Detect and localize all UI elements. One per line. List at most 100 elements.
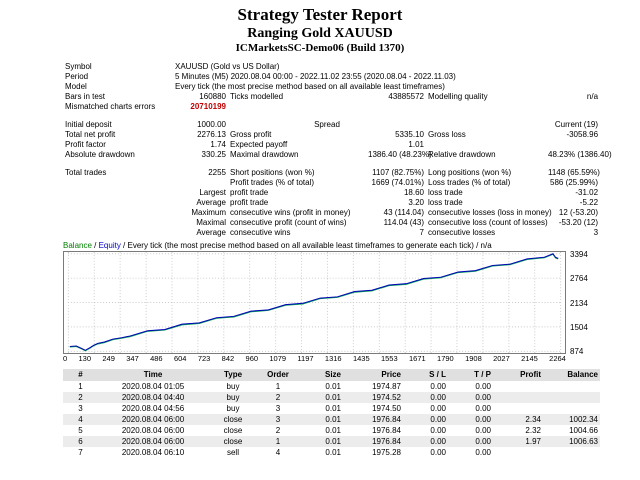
- trade-row: 3 2020.08.04 04:56 buy 3 0.01 1974.50 0.00 0.00: [63, 403, 600, 414]
- report-title: Strategy Tester Report: [237, 5, 403, 24]
- x-tick-label: 842: [221, 354, 235, 363]
- stat-cell: Every tick (the most precise method base…: [175, 82, 445, 91]
- stat-cell: 3: [593, 228, 599, 237]
- trade-cell: 0.01: [298, 436, 343, 447]
- trade-cell: 0.00: [448, 392, 493, 403]
- stat-cell: Spread: [314, 120, 340, 129]
- legend-balance-label: Balance: [63, 241, 92, 250]
- x-tick-label: 1079: [269, 354, 287, 363]
- stat-cell: 1.74: [210, 140, 226, 149]
- stat-cell: Current (19): [554, 120, 599, 129]
- trade-cell: 1975.28: [372, 448, 401, 457]
- trade-row: 1 2020.08.04 01:05 buy 1 0.01 1974.87 0.00 0.00: [63, 381, 600, 392]
- stats-row: Absolute drawdown 330.25 Maximal drawdown 1…: [63, 150, 612, 160]
- stat-cell: [228, 102, 600, 112]
- trade-row: 2 2020.08.04 04:40 buy 2 0.01 1974.52 0.00 0.00: [63, 392, 600, 403]
- stat-cell: Maximal drawdown: [230, 150, 299, 159]
- trade-cell: [543, 447, 600, 458]
- y-tick-label: 1504: [570, 322, 588, 332]
- trade-cell: 1974.87: [372, 382, 401, 391]
- stat-cell: [63, 208, 173, 218]
- y-tick-label: 2764: [570, 274, 588, 284]
- stat-cell: Profit factor: [65, 140, 106, 149]
- stat-cell: -3058.96: [566, 130, 599, 139]
- x-tick-label: 2145: [521, 354, 538, 363]
- stat-cell: 330.25: [201, 150, 226, 159]
- trade-cell: 0.01: [325, 404, 341, 413]
- stat-cell: Initial deposit: [65, 120, 112, 129]
- report-server: ICMarketsSC-Demo06 (Build 1370): [235, 42, 405, 54]
- strategy-tester-report: Strategy Tester Report Ranging Gold XAUU…: [63, 5, 612, 458]
- equity-chart: [63, 251, 566, 354]
- stat-cell: consecutive loss (count of losses): [428, 218, 548, 227]
- stat-cell: profit trade: [230, 188, 269, 197]
- trade-cell: 0.01: [325, 426, 341, 435]
- x-tick-label: 2264: [549, 354, 566, 363]
- stat-cell: Average: [196, 198, 226, 207]
- stat-cell: Total trades: [65, 168, 107, 177]
- trades-col-header: Price: [343, 369, 403, 381]
- trade-cell: 0.00: [430, 382, 446, 391]
- stat-cell: Mismatched charts errors: [65, 102, 156, 111]
- chart-legend: Balance / Equity / Every tick (the most …: [63, 240, 600, 251]
- trade-cell: 1974.50: [372, 404, 401, 413]
- stat-cell: 1386.40 (48.23%): [368, 150, 432, 159]
- trade-cell: 1: [258, 436, 298, 447]
- trade-cell: 2020.08.04 04:56: [121, 404, 185, 413]
- trade-row: 6 2020.08.04 06:00 close 1 0.01 1976.84 0.00 0.…: [63, 436, 600, 447]
- equity-chart-area: 0 130 249 347 486 604 723 842 960 1079 1197 1316 143…: [63, 251, 600, 364]
- y-tick-label: 874: [570, 347, 584, 356]
- stat-cell: 1.01: [408, 140, 424, 149]
- x-tick-label: 249: [102, 354, 115, 363]
- y-tick-label: 2134: [570, 298, 588, 308]
- x-tick-label: 1316: [324, 354, 342, 363]
- trade-cell: 7: [78, 448, 83, 457]
- stat-cell: [426, 140, 546, 150]
- trade-cell: 4: [63, 414, 98, 425]
- trade-cell: 0.01: [325, 448, 341, 457]
- trade-cell: 0.00: [475, 448, 491, 457]
- x-tick-label: 2027: [493, 354, 510, 363]
- stat-cell: [546, 140, 600, 150]
- trade-cell: 1002.34: [543, 414, 600, 425]
- stat-cell: 2255: [208, 168, 226, 177]
- trade-cell: 1: [78, 382, 83, 391]
- trade-cell: 2020.08.04 06:10: [121, 448, 185, 457]
- trades-col-header: Order: [258, 369, 298, 381]
- trade-cell: [543, 381, 600, 392]
- trade-cell: 0.00: [475, 426, 491, 435]
- trade-cell: [493, 447, 543, 458]
- trade-cell: 0.00: [403, 392, 448, 403]
- trade-cell: 2: [275, 426, 281, 435]
- trade-cell: 0.00: [448, 414, 493, 425]
- y-tick-label: 3394: [570, 250, 588, 259]
- trade-row: 5 2020.08.04 06:00 close 2 0.01 1976.84 0.00 0.…: [63, 425, 600, 436]
- trade-cell: 2: [258, 392, 298, 403]
- trade-cell: buy: [208, 392, 258, 403]
- trade-cell: 0.01: [298, 414, 343, 425]
- trade-cell: 0.00: [430, 448, 446, 457]
- stat-cell: 12 (-53.20): [558, 208, 599, 217]
- report-subtitle: Ranging Gold XAUUSD: [247, 26, 393, 41]
- trade-cell: 2: [63, 392, 98, 403]
- stat-cell: -5.22: [579, 198, 599, 207]
- trade-cell: 1976.84: [372, 426, 401, 435]
- trade-cell: 2020.08.04 04:40: [98, 392, 208, 403]
- stat-cell: 160880: [199, 92, 226, 101]
- trades-col-header: Size: [298, 369, 343, 381]
- trade-cell: 3: [78, 404, 83, 413]
- stat-cell: Average: [196, 228, 226, 237]
- trade-cell: 0.00: [403, 436, 448, 447]
- stat-cell: [63, 178, 173, 188]
- trade-cell: 2020.08.04 06:00: [121, 426, 185, 435]
- x-tick-label: 347: [126, 354, 139, 363]
- trade-row: 7 2020.08.04 06:10 sell 4 0.01 1975.28 0.00 0.0…: [63, 447, 600, 458]
- stat-cell: loss trade: [428, 188, 463, 197]
- trade-cell: close: [208, 436, 258, 447]
- stat-cell: -31.02: [575, 188, 599, 197]
- stat-cell: [63, 228, 173, 238]
- y-axis-labels: 3394 2764 2134 1504 874: [570, 251, 588, 356]
- stats-spacer-row: [63, 112, 600, 120]
- trade-cell: 0.00: [430, 426, 446, 435]
- trade-cell: 0.01: [298, 392, 343, 403]
